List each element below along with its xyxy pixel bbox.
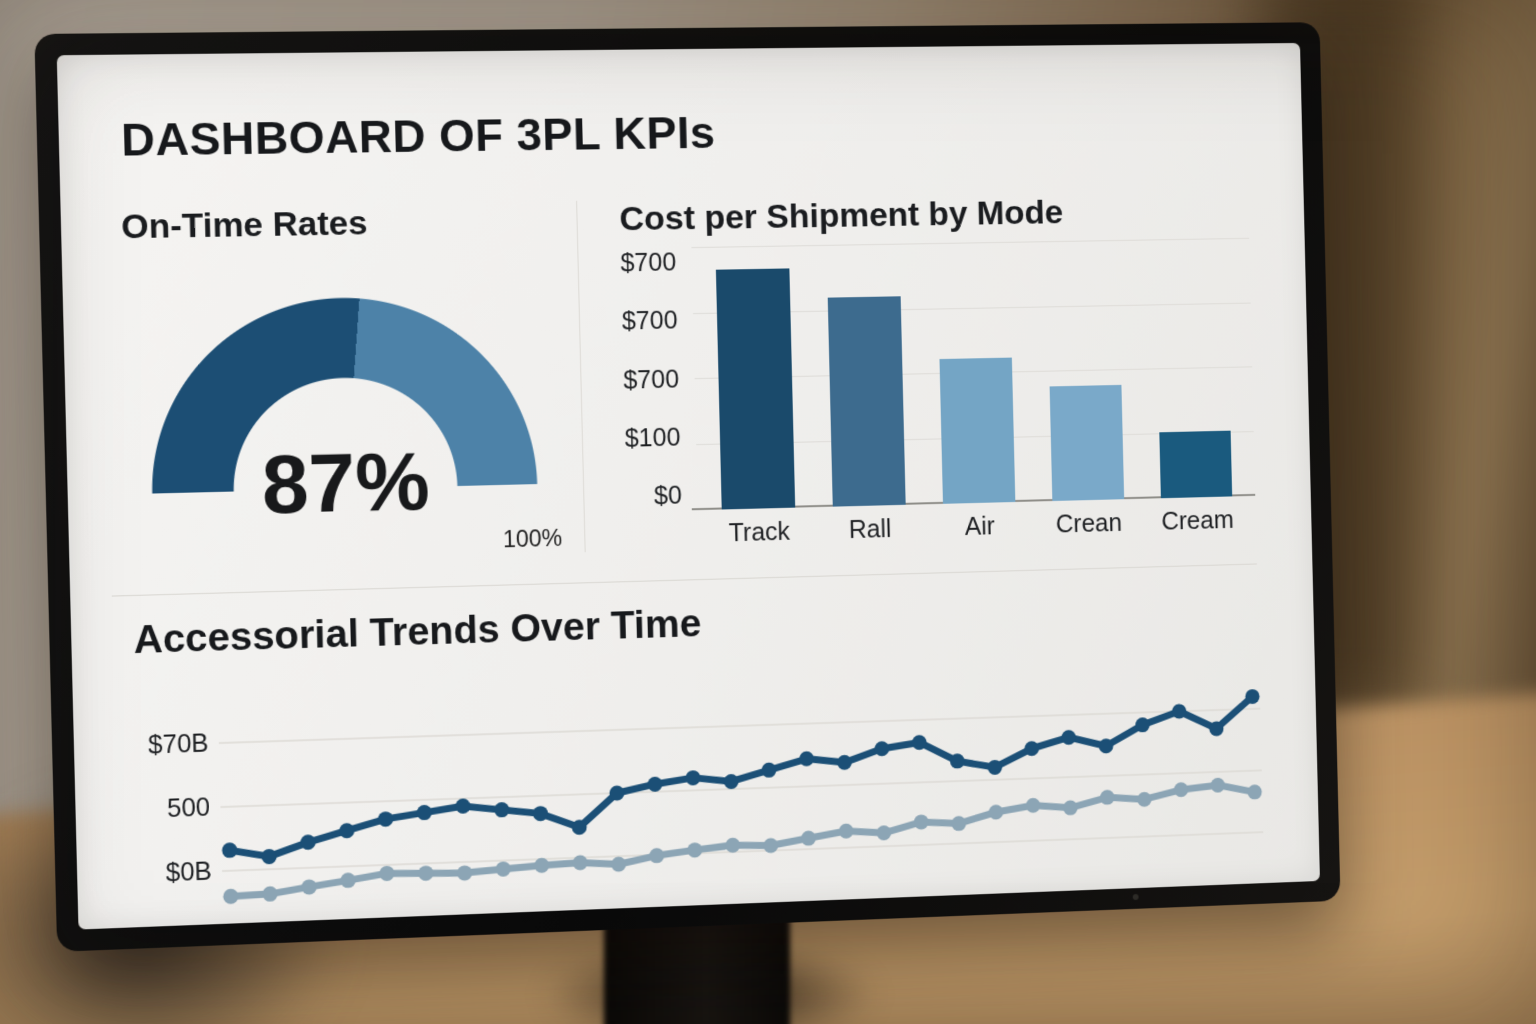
data-point: [495, 861, 511, 877]
monitor: DASHBOARD OF 3PL KPIs On-Time Rates 87% …: [34, 22, 1341, 952]
data-point: [379, 865, 395, 882]
dashboard: DASHBOARD OF 3PL KPIs On-Time Rates 87% …: [57, 43, 1320, 930]
data-point: [725, 837, 741, 854]
accessorial-trends-panel: Accessorial Trends Over Time $70B500$0B$…: [131, 586, 1266, 930]
data-point: [800, 830, 817, 846]
data-point: [876, 825, 892, 841]
data-point: [611, 856, 627, 873]
data-point: [416, 804, 433, 821]
data-point: [799, 751, 815, 767]
data-point: [949, 753, 965, 769]
data-point: [911, 734, 927, 751]
data-point: [494, 802, 510, 818]
data-point: [572, 854, 588, 871]
screen: DASHBOARD OF 3PL KPIs On-Time Rates 87% …: [56, 42, 1320, 930]
data-point: [647, 776, 663, 792]
data-point: [913, 814, 929, 830]
data-point: [455, 798, 471, 814]
data-point: [761, 762, 777, 778]
data-point: [534, 857, 550, 874]
data-point: [649, 847, 665, 864]
data-point: [339, 822, 355, 839]
data-point: [687, 842, 703, 858]
data-point: [836, 754, 852, 771]
data-point: [300, 834, 316, 851]
data-point: [456, 865, 473, 881]
data-point: [874, 740, 890, 757]
data-point: [838, 823, 854, 839]
line-plot-area: [217, 647, 1264, 930]
data-point: [763, 837, 779, 854]
data-point: [951, 815, 967, 832]
data-point: [571, 819, 587, 836]
data-point: [609, 785, 625, 801]
data-point: [340, 872, 356, 889]
data-point: [532, 805, 549, 822]
data-point: [685, 770, 701, 786]
data-point: [987, 759, 1003, 775]
data-point: [724, 774, 740, 790]
data-point: [377, 811, 394, 827]
data-point: [418, 865, 434, 882]
